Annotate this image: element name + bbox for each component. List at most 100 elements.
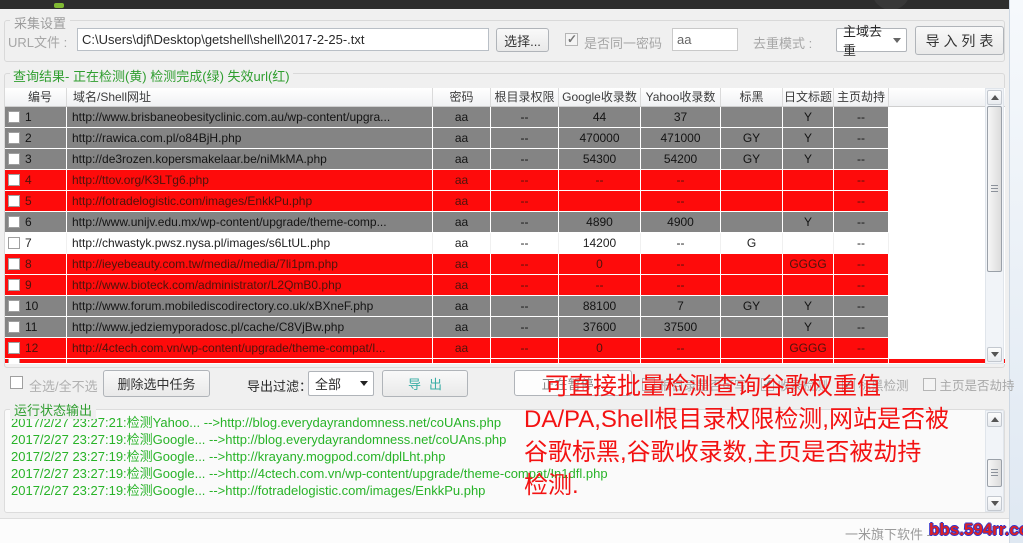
- option-checkbox[interactable]: [760, 377, 774, 391]
- row-number: 9: [25, 278, 32, 292]
- same-password-checkbox[interactable]: [565, 32, 578, 46]
- row-checkbox[interactable]: [8, 279, 20, 291]
- scroll-down-button[interactable]: [987, 496, 1002, 511]
- arrow-down-icon: [990, 501, 999, 506]
- cell-hijack: --: [834, 338, 889, 359]
- cell-black: GY: [721, 128, 783, 149]
- cell-url: http://rawica.com.pl/o84BjH.php: [67, 128, 433, 149]
- table-row[interactable]: 8 http://ieyebeauty.com.tw/media//media/7…: [5, 254, 1005, 275]
- titlebar: [0, 0, 1009, 9]
- cell-jp: Y: [783, 149, 834, 170]
- column-header-url[interactable]: 域名/Shell网址: [67, 88, 433, 106]
- dedup-mode-value: 主域去重: [843, 24, 883, 58]
- row-checkbox[interactable]: [8, 321, 20, 333]
- row-checkbox[interactable]: [8, 342, 20, 354]
- cell-num: 11: [5, 317, 67, 338]
- arrow-up-icon: [990, 417, 999, 422]
- cell-root: --: [491, 233, 559, 254]
- cell-filler: [889, 128, 1005, 149]
- table-row[interactable]: 11 http://www.jedziemyporadosc.pl/cache/C…: [5, 317, 1005, 338]
- overlay-line: 检测.: [524, 472, 579, 499]
- scroll-up-button[interactable]: [987, 90, 1002, 105]
- option-checkbox[interactable]: [841, 377, 855, 391]
- column-header-yahoo[interactable]: Yahoo收录数: [641, 88, 721, 106]
- cell-url: http://4ctech.com.vn/wp-content/upgrade/…: [67, 338, 433, 359]
- password-input[interactable]: [672, 28, 738, 51]
- cell-yahoo: --: [641, 191, 721, 212]
- cell-google: --: [559, 275, 641, 296]
- column-header-root[interactable]: 根目录权限: [491, 88, 559, 106]
- cell-url: http://www.brisbaneobesityclinic.com.au/…: [67, 107, 433, 128]
- column-header-jp[interactable]: 日文标题: [783, 88, 834, 106]
- column-header-hijack[interactable]: 主页劫持: [834, 88, 889, 106]
- cell-jp: [783, 170, 834, 191]
- row-checkbox[interactable]: [8, 300, 20, 312]
- cell-filler: [889, 170, 1005, 191]
- import-list-button[interactable]: 导 入 列 表: [915, 26, 1004, 55]
- delete-selected-button[interactable]: 删除选中任务: [103, 370, 210, 397]
- column-header-num[interactable]: 编号: [5, 88, 67, 106]
- row-checkbox[interactable]: [8, 132, 20, 144]
- table-row[interactable]: 3 http://de3rozen.kopersmakelaar.be/niMkM…: [5, 149, 1005, 170]
- scroll-up-button[interactable]: [987, 412, 1002, 427]
- option-label: 根目录是否可写: [659, 379, 747, 393]
- url-file-label: URL文件 :: [8, 35, 68, 50]
- row-checkbox[interactable]: [8, 359, 20, 363]
- column-header-google[interactable]: Google收录数: [559, 88, 641, 106]
- option-label: 主页是否劫持: [939, 379, 1015, 393]
- cell-jp: GGGG: [783, 254, 834, 275]
- table-row[interactable]: 2 http://rawica.com.pl/o84BjH.php aa -- 4700…: [5, 128, 1005, 149]
- table-row[interactable]: 6 http://www.unijv.edu.mx/wp-content/upgr…: [5, 212, 1005, 233]
- cell-pwd: aa: [433, 254, 491, 275]
- column-header-black[interactable]: 标黑: [721, 88, 783, 106]
- url-file-input[interactable]: [77, 28, 489, 51]
- cell-url: [67, 359, 433, 364]
- row-number: 7: [25, 236, 32, 250]
- pause-status-button[interactable]: 正在暂停...: [514, 370, 632, 396]
- cell-root: --: [491, 275, 559, 296]
- row-checkbox[interactable]: [8, 153, 20, 165]
- export-button[interactable]: 导出: [382, 370, 468, 397]
- option-checkbox[interactable]: [642, 378, 655, 391]
- results-title: 查询结果-: [13, 69, 70, 84]
- cell-url: http://de3rozen.kopersmakelaar.be/niMkMA…: [67, 149, 433, 170]
- cell-google: [559, 359, 641, 364]
- scroll-down-button[interactable]: [987, 347, 1002, 362]
- option-checkbox[interactable]: [922, 378, 936, 391]
- log-line: 2017/2/27 23:27:19:检测Google... -->http:/…: [11, 483, 486, 498]
- table-row[interactable]: 9 http://www.bioteck.com/administrator/L2…: [5, 275, 1005, 296]
- overlay-line: 可直接批量检测查询谷歌权重值: [545, 373, 881, 400]
- table-row[interactable]: 4 http://ttov.org/K3LTg6.php aa -- -- -- --: [5, 170, 1005, 191]
- row-checkbox[interactable]: [8, 216, 20, 228]
- row-number: 11: [25, 320, 38, 334]
- table-row[interactable]: 12 http://4ctech.com.vn/wp-content/upgrad…: [5, 338, 1005, 359]
- row-checkbox[interactable]: [8, 174, 20, 186]
- select-all-checkbox[interactable]: [10, 376, 23, 389]
- row-checkbox[interactable]: [8, 111, 20, 123]
- cell-hijack: --: [834, 296, 889, 317]
- arrow-up-icon: [990, 95, 999, 100]
- table-row[interactable]: 10 http://www.forum.mobilediscodirectory.…: [5, 296, 1005, 317]
- row-number: 10: [25, 299, 39, 313]
- browse-button[interactable]: 选择...: [496, 28, 549, 52]
- row-checkbox[interactable]: [8, 195, 20, 207]
- row-checkbox[interactable]: [8, 237, 20, 249]
- row-number: 4: [25, 173, 32, 187]
- table-row[interactable]: 1 http://www.brisbaneobesityclinic.com.au…: [5, 107, 1005, 128]
- cell-jp: Y: [783, 212, 834, 233]
- row-checkbox[interactable]: [8, 258, 20, 270]
- table-vscrollbar[interactable]: [985, 88, 1004, 364]
- table-row[interactable]: 5 http://fotradelogistic.com/images/EnkkP…: [5, 191, 1005, 212]
- option-label: 收录检测: [777, 379, 828, 393]
- scroll-thumb[interactable]: [987, 106, 1002, 272]
- table-row-partial[interactable]: [5, 359, 1005, 364]
- cell-pwd: aa: [433, 212, 491, 233]
- column-header-pwd[interactable]: 密码: [433, 88, 491, 106]
- log-vscrollbar[interactable]: [985, 410, 1004, 512]
- table-row[interactable]: 7 http://chwastyk.pwsz.nysa.pl/images/s6L…: [5, 233, 1005, 254]
- cell-yahoo: 37: [641, 107, 721, 128]
- cell-jp: [783, 359, 834, 364]
- scroll-thumb[interactable]: [987, 459, 1002, 487]
- dedup-mode-select[interactable]: 主域去重: [836, 24, 907, 58]
- export-filter-select[interactable]: 全部: [308, 371, 374, 396]
